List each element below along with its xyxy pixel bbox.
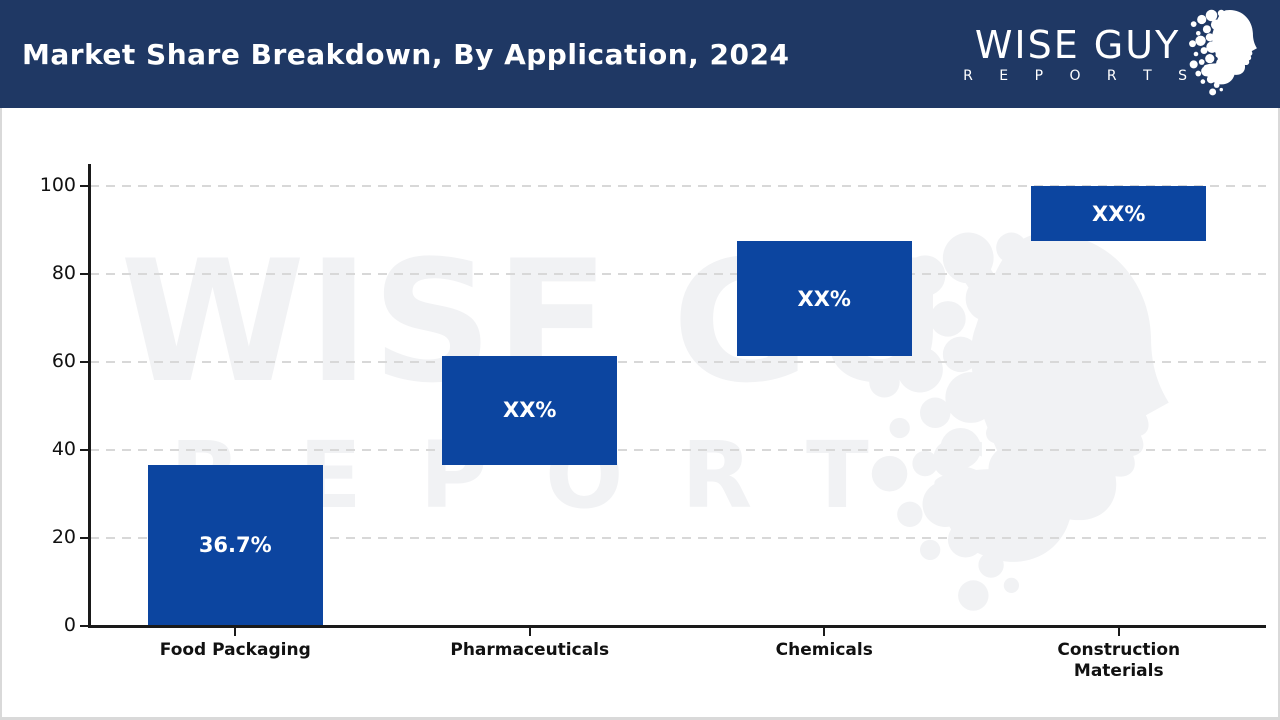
logo-wordmark: WISE GUY — [974, 22, 1181, 67]
x-tick-0 — [234, 627, 237, 636]
bar-value-label: 36.7% — [198, 533, 272, 558]
page-title: Market Share Breakdown, By Application, … — [22, 37, 790, 71]
y-tick-0 — [80, 625, 88, 627]
bar-value-label: XX% — [503, 398, 557, 423]
y-tick-label-100: 100 — [39, 174, 76, 196]
gridline-20 — [90, 537, 1266, 539]
wiseguy-logo-text: WISE GUY R E P O R T S — [957, 26, 1198, 83]
gridline-100 — [90, 185, 1266, 187]
y-tick-label-40: 40 — [51, 438, 76, 460]
header-band: Market Share Breakdown, By Application, … — [0, 0, 1280, 108]
x-axis-line — [88, 625, 1266, 628]
y-tick-label-20: 20 — [51, 526, 76, 548]
y-axis-spine — [88, 164, 91, 628]
y-tick-60 — [80, 361, 88, 363]
x-tick-1 — [528, 627, 531, 636]
y-tick-100 — [80, 185, 88, 187]
y-tick-label-80: 80 — [51, 262, 76, 284]
chart-canvas: WISE GUY REPORTS 0 20 40 60 80 100 36.7% XX% XX%… — [0, 108, 1280, 720]
logo-subtitle: R E P O R T S — [963, 67, 1198, 84]
bar-food-packaging: 36.7% — [147, 464, 323, 626]
wiseguy-logo: WISE GUY R E P O R T S — [957, 8, 1262, 100]
y-tick-label-0: 0 — [63, 614, 76, 636]
category-label-construction-materials: Construction Materials — [1057, 640, 1181, 682]
category-label-food-packaging: Food Packaging — [159, 640, 311, 660]
gridline-40 — [90, 449, 1266, 451]
bar-value-label: XX% — [1092, 201, 1146, 226]
y-tick-40 — [80, 449, 88, 451]
gridline-80 — [90, 273, 1266, 275]
bar-pharmaceuticals: XX% — [442, 356, 618, 465]
x-tick-3 — [1117, 627, 1120, 636]
gridline-60 — [90, 361, 1266, 363]
category-label-pharmaceuticals: Pharmaceuticals — [450, 640, 610, 660]
bar-construction-materials: XX% — [1031, 186, 1207, 241]
bar-value-label: XX% — [797, 286, 851, 311]
x-tick-2 — [823, 627, 826, 636]
y-tick-80 — [80, 273, 88, 275]
bar-chemicals: XX% — [736, 241, 912, 357]
plot-area: 0 20 40 60 80 100 36.7% XX% XX% XX% Food Packaging… — [2, 108, 1278, 717]
y-tick-20 — [80, 537, 88, 539]
y-tick-label-60: 60 — [51, 350, 76, 372]
category-label-chemicals: Chemicals — [775, 640, 873, 660]
